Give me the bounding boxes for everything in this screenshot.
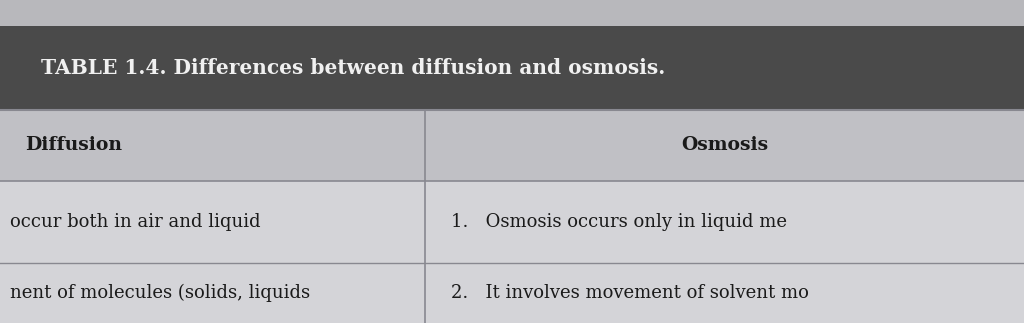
Text: nent of molecules (solids, liquids: nent of molecules (solids, liquids: [10, 284, 310, 302]
Text: 2.   It involves movement of solvent mo: 2. It involves movement of solvent mo: [451, 284, 808, 302]
Text: 1.   Osmosis occurs only in liquid me: 1. Osmosis occurs only in liquid me: [451, 213, 786, 231]
Bar: [0, 26, 1024, 110]
Text: occur both in air and liquid: occur both in air and liquid: [10, 213, 261, 231]
Bar: [0, 110, 1024, 181]
Bar: [0, 181, 1024, 263]
Bar: [0, 0, 1024, 26]
Text: Diffusion: Diffusion: [26, 136, 123, 154]
Text: TABLE 1.4. Differences between diffusion and osmosis.: TABLE 1.4. Differences between diffusion…: [41, 58, 666, 78]
Text: Osmosis: Osmosis: [681, 136, 768, 154]
Bar: [0, 263, 1024, 323]
